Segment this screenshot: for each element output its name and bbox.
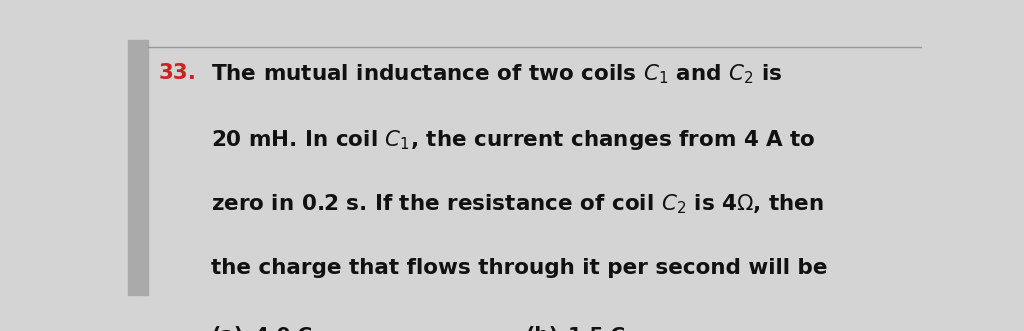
Text: 1.5 C: 1.5 C (568, 326, 626, 331)
Text: 20 mH. In coil $C_1$, the current changes from 4 A to: 20 mH. In coil $C_1$, the current change… (211, 128, 816, 152)
Text: (a): (a) (211, 326, 244, 331)
Text: (b): (b) (524, 326, 558, 331)
Text: The mutual inductance of two coils $C_1$ and $C_2$ is: The mutual inductance of two coils $C_1$… (211, 63, 783, 86)
Text: 33.: 33. (158, 63, 197, 83)
Text: 4.0 C: 4.0 C (255, 326, 312, 331)
Bar (128, 40, 147, 295)
Text: the charge that flows through it per second will be: the charge that flows through it per sec… (211, 258, 827, 278)
Text: zero in 0.2 s. If the resistance of coil $C_2$ is 4$\Omega$, then: zero in 0.2 s. If the resistance of coil… (211, 193, 824, 216)
